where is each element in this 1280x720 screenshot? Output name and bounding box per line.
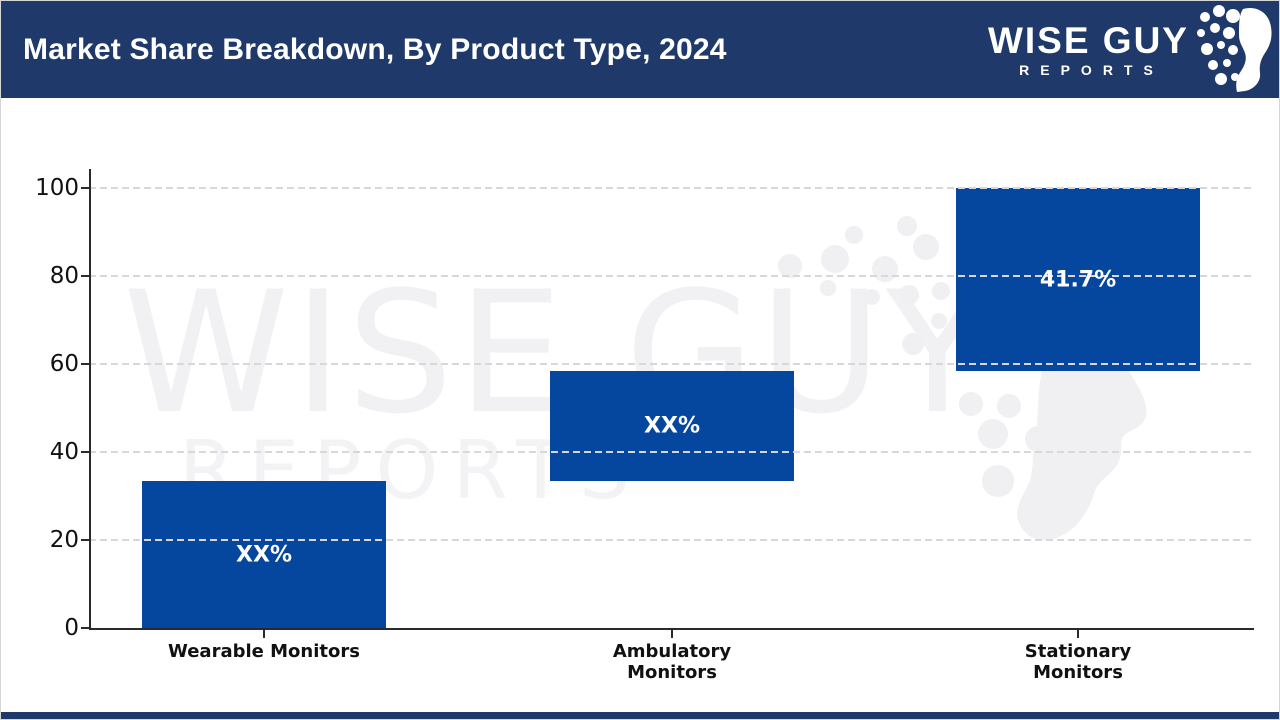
gridline-y40 (89, 451, 1254, 453)
y-axis-line (89, 169, 91, 629)
chart-title: Market Share Breakdown, By Product Type,… (23, 32, 727, 66)
footer-bar (1, 712, 1279, 719)
gridline-y60 (89, 363, 1254, 365)
gridline-y80 (89, 275, 1254, 277)
bar-value-label: XX% (236, 542, 292, 568)
gridline-y20 (89, 539, 1254, 541)
x-tick-mark (671, 630, 673, 638)
x-tick-mark (1077, 630, 1079, 638)
y-tick-label: 40 (49, 439, 79, 465)
header-bar: Market Share Breakdown, By Product Type,… (1, 1, 1279, 98)
bar-value-label: 41.7% (1039, 267, 1117, 293)
y-tick-label: 60 (49, 351, 79, 377)
brand-logo: WISE GUY REPORTS (988, 3, 1275, 97)
bar-1 (142, 481, 386, 628)
brand-name: WISE GUY (987, 20, 1189, 61)
y-tick-label: 100 (35, 175, 79, 201)
y-tick-mark (81, 363, 89, 365)
y-tick-mark (81, 451, 89, 453)
y-tick-mark (81, 275, 89, 277)
y-tick-label: 0 (64, 615, 79, 641)
y-tick-mark (81, 187, 89, 189)
x-axis-line (89, 628, 1254, 630)
brand-subname: REPORTS (1019, 62, 1164, 78)
watermark-face-icon (751, 191, 1171, 635)
bar-2 (550, 371, 794, 482)
y-tick-label: 20 (49, 527, 79, 553)
x-category-label: Wearable Monitors (168, 641, 360, 662)
x-category-label: Stationary Monitors (1024, 641, 1132, 683)
x-tick-mark (263, 630, 265, 638)
bar-3 (956, 188, 1200, 372)
x-category-label: Ambulatory Monitors (612, 641, 732, 683)
y-tick-mark (81, 539, 89, 541)
y-tick-mark (81, 627, 89, 629)
brand-face-icon (1191, 3, 1275, 97)
y-tick-label: 80 (49, 263, 79, 289)
bar-value-label: XX% (644, 413, 700, 439)
brand-logo-text: WISE GUY REPORTS (988, 22, 1189, 77)
gridline-y100 (89, 187, 1254, 189)
